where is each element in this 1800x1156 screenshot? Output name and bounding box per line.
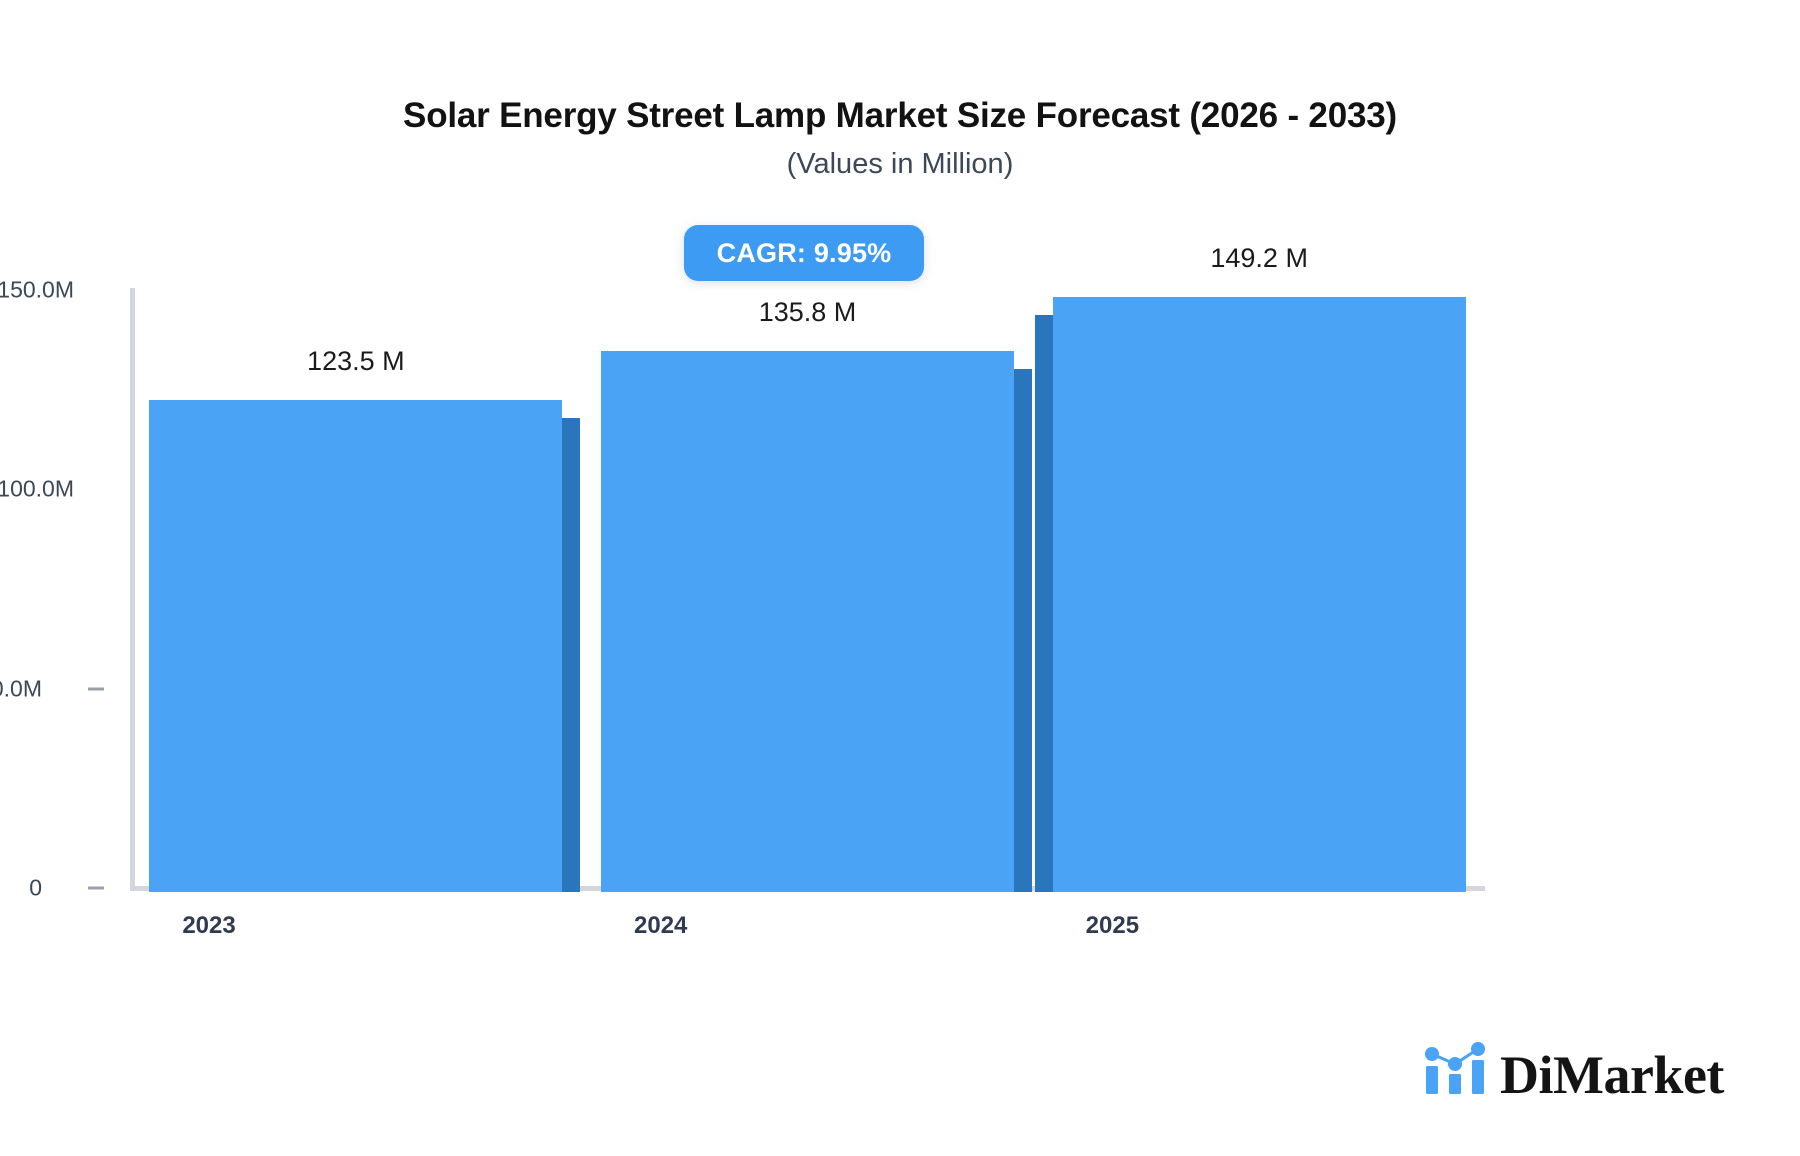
y-tick-mark <box>88 886 104 890</box>
plot-area <box>130 290 1480 892</box>
bar-2025[interactable] <box>1034 297 1466 892</box>
bar-value-label: 123.5 M <box>307 345 405 376</box>
cagr-badge[interactable]: CAGR: 9.95% <box>684 225 924 281</box>
chart-header: Solar Energy Street Lamp Market Size For… <box>0 96 1800 182</box>
bar-value-label: 135.8 M <box>758 296 857 327</box>
y-tick-mark <box>88 687 104 691</box>
y-axis-ticks: 150.0M 100.0M 50.0M 0 <box>0 0 110 1156</box>
brand-logo: DiMarket <box>1424 1040 1724 1105</box>
chart-title: Solar Energy Street Lamp Market Size For… <box>403 96 1397 135</box>
x-tick-label: 2025 <box>1085 912 1140 939</box>
bar-front-face <box>149 399 563 892</box>
x-tick-label: 2023 <box>182 912 236 939</box>
bar-front-face <box>600 350 1015 892</box>
brand-logo-text: DiMarket <box>1500 1044 1724 1105</box>
bar-side-face <box>562 417 581 892</box>
bar-side-face <box>1034 315 1053 892</box>
bar-2024[interactable] <box>600 350 1033 892</box>
x-tick-label: 2024 <box>634 912 688 939</box>
bar-2023[interactable] <box>149 399 581 892</box>
bar-chart-logo-icon <box>1424 1040 1486 1101</box>
cagr-badge-label: CAGR: 9.95% <box>716 237 892 268</box>
y-axis-line <box>130 288 135 890</box>
y-tick-label: 50.0M <box>0 675 42 702</box>
y-tick-label: 150.0M <box>0 276 74 303</box>
y-tick-label: 100.0M <box>0 475 74 502</box>
bar-front-face <box>1052 297 1466 892</box>
chart-subtitle: (Values in Million) <box>786 148 1014 181</box>
y-tick-label: 0 <box>29 874 42 901</box>
bar-side-face <box>1014 368 1033 892</box>
bar-value-label: 149.2 M <box>1210 243 1308 274</box>
